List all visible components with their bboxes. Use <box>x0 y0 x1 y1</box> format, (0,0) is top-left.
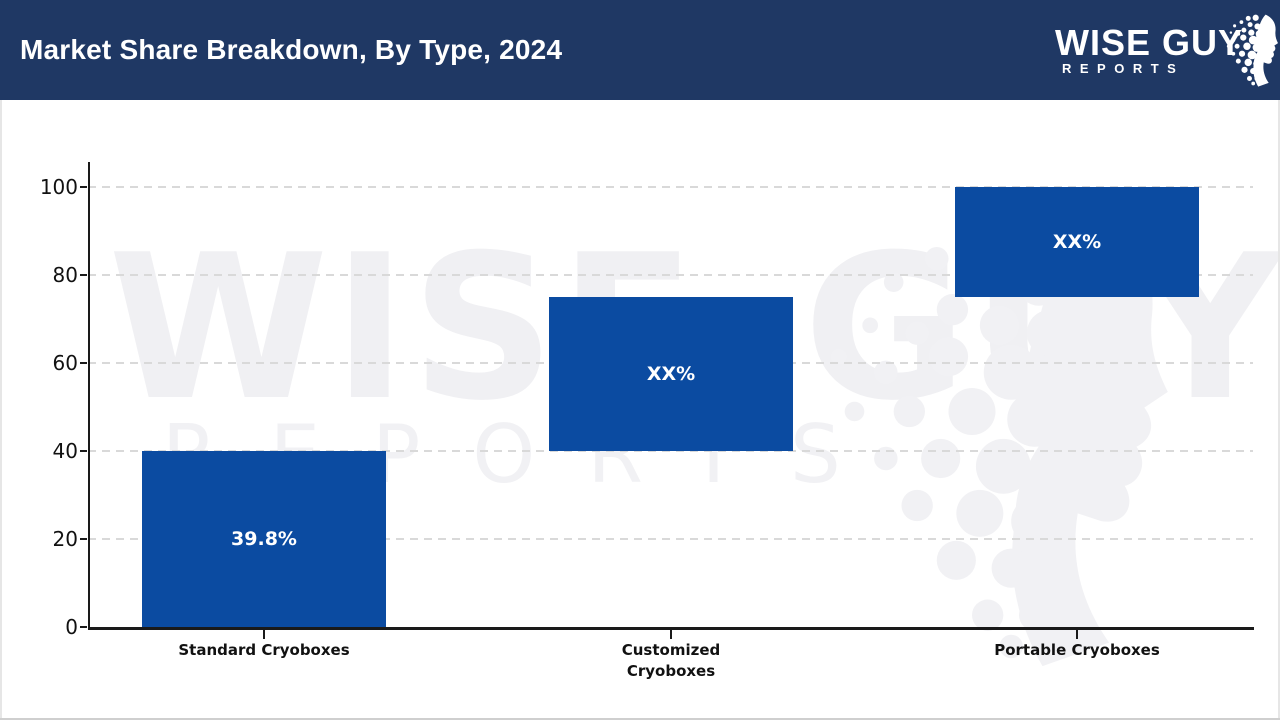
page-title: Market Share Breakdown, By Type, 2024 <box>20 34 563 65</box>
y-axis-tick <box>80 538 87 540</box>
x-axis-tick <box>1076 630 1078 639</box>
y-axis-line <box>88 162 90 629</box>
bar-segment <box>549 297 793 451</box>
grid-line <box>88 186 1253 188</box>
x-axis-line <box>88 627 1254 630</box>
grid-line <box>88 274 1253 276</box>
y-tick-label: 100 <box>39 175 78 199</box>
x-category-label: Standard Cryoboxes <box>178 641 350 659</box>
logo-face-icon <box>1224 14 1278 87</box>
x-axis-tick <box>263 630 265 639</box>
y-axis-tick <box>80 186 87 188</box>
x-category-label: Customized Cryoboxes <box>621 641 721 680</box>
y-tick-label: 80 <box>52 263 78 287</box>
bar-value-label: 39.8% <box>231 528 297 550</box>
y-axis-tick <box>80 626 87 628</box>
bar-value-label: XX% <box>646 363 696 385</box>
header-bar: Market Share Breakdown, By Type, 2024 WI… <box>0 0 1280 100</box>
grid-line <box>88 450 1253 452</box>
bar-value-label: XX% <box>1052 231 1102 253</box>
y-axis-tick <box>80 450 87 452</box>
y-tick-label: 40 <box>52 439 78 463</box>
bar-segment <box>142 451 386 627</box>
x-axis-tick <box>670 630 672 639</box>
logo-wordmark: WISE GUY <box>1055 22 1244 63</box>
y-axis-tick <box>80 274 87 276</box>
y-tick-label: 0 <box>65 615 78 639</box>
wise-guy-reports-logo: WISE GUY REPORTS <box>1020 0 1278 100</box>
y-tick-label: 60 <box>52 351 78 375</box>
y-axis-tick <box>80 362 87 364</box>
grid-line <box>88 538 1253 540</box>
y-tick-label: 20 <box>52 527 78 551</box>
logo-subtext: REPORTS <box>1062 61 1185 76</box>
x-category-label: Portable Cryoboxes <box>994 641 1160 659</box>
